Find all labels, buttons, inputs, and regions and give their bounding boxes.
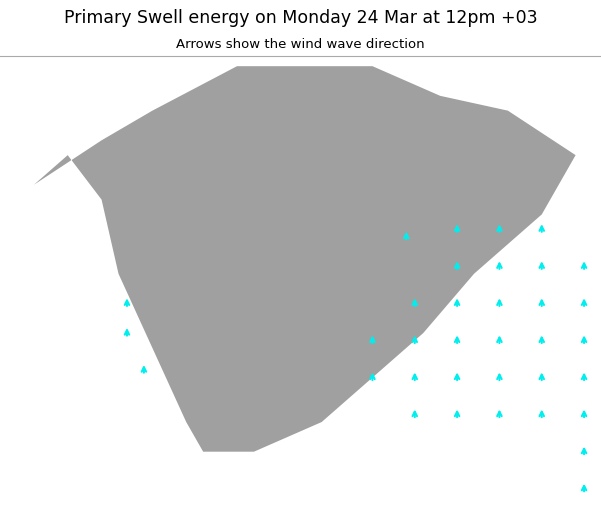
Text: Primary Swell energy on Monday 24 Mar at 12pm +03: Primary Swell energy on Monday 24 Mar at… (64, 9, 537, 27)
Text: Arrows show the wind wave direction: Arrows show the wind wave direction (176, 38, 425, 51)
